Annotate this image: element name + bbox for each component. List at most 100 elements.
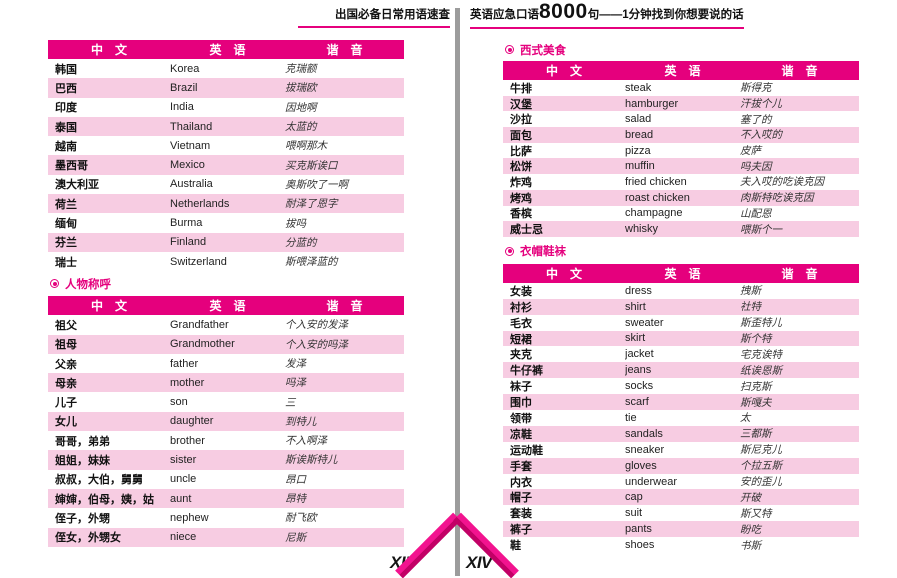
english-cell: nephew [170, 511, 209, 524]
column-header-phonetic: 谐 音 [781, 266, 818, 281]
table-row: 香槟 champagne 山配恩 [503, 205, 859, 222]
column-header-phonetic: 谐 音 [326, 299, 363, 314]
english-cell: shoes [625, 539, 655, 552]
phonetic-cell: 昂特 [285, 493, 306, 506]
table-row: 比萨 pizza 皮萨 [503, 142, 859, 159]
chinese-cell: 牛排 [510, 82, 532, 95]
phonetic-cell: 克瑞额 [285, 63, 317, 76]
english-cell: Finland [170, 236, 207, 249]
english-cell: brother [170, 434, 205, 447]
chinese-cell: 瑞士 [55, 256, 77, 269]
table-header: 中 文 英 语 谐 音 [48, 296, 404, 316]
phonetic-cell: 汗拔个儿 [740, 98, 782, 111]
english-cell: fried chicken [625, 175, 687, 188]
english-cell: Thailand [170, 120, 213, 133]
table-row: 婶婶，伯母，姨，姑 aunt 昂特 [48, 488, 404, 509]
chinese-cell: 毛衣 [510, 317, 532, 330]
column-header-chinese: 中 文 [90, 43, 127, 57]
phonetic-cell: 肉斯特吃诶克因 [740, 192, 814, 205]
table-row: 侄女，外甥女 niece 尼斯 [48, 527, 404, 547]
phonetic-cell: 社特 [740, 301, 761, 314]
table-row: 松饼 muffin 吗夫因 [503, 158, 859, 175]
table-row: 女儿 daughter 到特儿 [48, 411, 404, 432]
ribbon-icon [395, 512, 461, 578]
table-row: 沙拉 salad 塞了的 [503, 111, 859, 128]
table-row: 烤鸡 roast chicken 肉斯特吃诶克因 [503, 189, 859, 206]
table-row: 母亲 mother 吗泽 [48, 373, 404, 393]
phonetic-cell: 塞了的 [740, 113, 772, 126]
chinese-cell: 祖父 [55, 319, 77, 332]
phonetic-cell: 奥斯吹了一啊 [285, 178, 348, 191]
table-row: 汉堡 hamburger 汗拔个儿 [503, 95, 859, 112]
phonetic-cell: 尼斯 [285, 531, 306, 544]
table-row: 瑞士 Switzerland 斯喂泽蓝的 [48, 251, 404, 272]
english-cell: cap [625, 491, 643, 504]
table-row: 鞋 shoes 书斯 [503, 537, 859, 554]
chinese-cell: 松饼 [510, 161, 532, 174]
phonetic-cell: 分蓝的 [285, 236, 317, 249]
table-row: 围巾 scarf 斯嘎夫 [503, 394, 859, 410]
phonetic-cell: 个入安的吗泽 [285, 338, 348, 351]
table-row: 父亲 father 发泽 [48, 353, 404, 374]
chinese-cell: 女装 [510, 285, 532, 298]
chinese-cell: 夹克 [510, 349, 532, 362]
english-cell: champagne [625, 207, 683, 220]
table-row: 祖母 Grandmother 个入安的吗泽 [48, 334, 404, 354]
chinese-cell: 越南 [55, 140, 77, 153]
phonetic-cell: 太 [740, 412, 751, 425]
phonetic-cell: 书斯 [740, 539, 761, 552]
english-cell: suit [625, 507, 643, 520]
center-divider [455, 8, 460, 576]
chinese-cell: 父亲 [55, 358, 77, 371]
english-cell: jacket [625, 348, 654, 361]
phonetic-cell: 夫入哎的吃诶克因 [740, 176, 824, 189]
chinese-cell: 牛仔裤 [510, 365, 543, 378]
english-cell: daughter [170, 415, 214, 428]
chinese-cell: 凉鞋 [510, 428, 532, 441]
chinese-cell: 缅甸 [55, 218, 77, 231]
chinese-cell: 母亲 [55, 377, 77, 390]
phonetic-cell: 三 [285, 396, 296, 409]
chinese-cell: 衬衫 [510, 301, 532, 314]
english-cell: Brazil [170, 81, 198, 94]
chinese-cell: 巴西 [55, 82, 77, 95]
english-cell: muffin [625, 160, 655, 173]
english-cell: Netherlands [170, 197, 230, 210]
chinese-cell: 侄子，外甥 [55, 512, 110, 525]
table-row: 哥哥，弟弟 brother 不入啊泽 [48, 431, 404, 451]
phonetic-cell: 吗泽 [285, 377, 306, 390]
chinese-cell: 澳大利亚 [55, 179, 99, 192]
table-header: 中 文 英 语 谐 音 [503, 263, 859, 283]
section-title-clothes: 衣帽鞋袜 [505, 244, 859, 259]
column-header-chinese: 中 文 [545, 64, 582, 78]
phonetic-cell: 耐飞欧 [285, 512, 317, 525]
phonetic-cell: 斯又特 [740, 507, 772, 520]
chinese-cell: 帽子 [510, 492, 532, 505]
table-row: 印度 India 因地啊 [48, 97, 404, 117]
table-row: 叔叔，大伯，舅舅 uncle 昂口 [48, 469, 404, 489]
phonetic-cell: 拽斯 [740, 285, 761, 298]
chinese-cell: 泰国 [55, 121, 77, 134]
english-cell: Burma [170, 217, 203, 230]
phonetic-cell: 不入哎的 [740, 129, 782, 142]
table-row: 侄子，外甥 nephew 耐飞欧 [48, 508, 404, 528]
table-row: 领带 tie 太 [503, 410, 859, 426]
chinese-cell: 比萨 [510, 145, 532, 158]
phonetic-cell: 皮萨 [740, 145, 761, 158]
section-title-text: 人物称呼 [65, 278, 111, 291]
column-header-phonetic: 谐 音 [781, 64, 818, 78]
phonetic-cell: 不入啊泽 [285, 435, 327, 448]
phonetic-cell: 斯尼克儿 [740, 444, 782, 457]
column-header-phonetic: 谐 音 [326, 43, 363, 57]
table-row: 短裙 skirt 斯个特 [503, 330, 859, 347]
running-head-right-suffix: 句——1分钟找到你想要说的话 [587, 9, 744, 21]
phonetic-cell: 昂口 [285, 473, 306, 486]
section-bullet-icon [505, 246, 514, 256]
english-cell: salad [625, 113, 652, 126]
column-header-chinese: 中 文 [545, 266, 582, 281]
chinese-cell: 印度 [55, 102, 77, 115]
english-cell: sweater [625, 316, 664, 329]
english-cell: pizza [625, 144, 651, 157]
phonetic-cell: 喂斯个一 [740, 223, 782, 236]
table-header: 中 文 英 语 谐 音 [48, 40, 404, 59]
